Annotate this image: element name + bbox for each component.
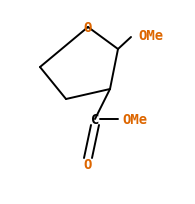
Text: O: O [84,157,92,171]
Text: O: O [84,21,92,35]
Text: OMe: OMe [138,29,163,43]
Text: C: C [91,112,99,126]
Text: OMe: OMe [122,112,147,126]
